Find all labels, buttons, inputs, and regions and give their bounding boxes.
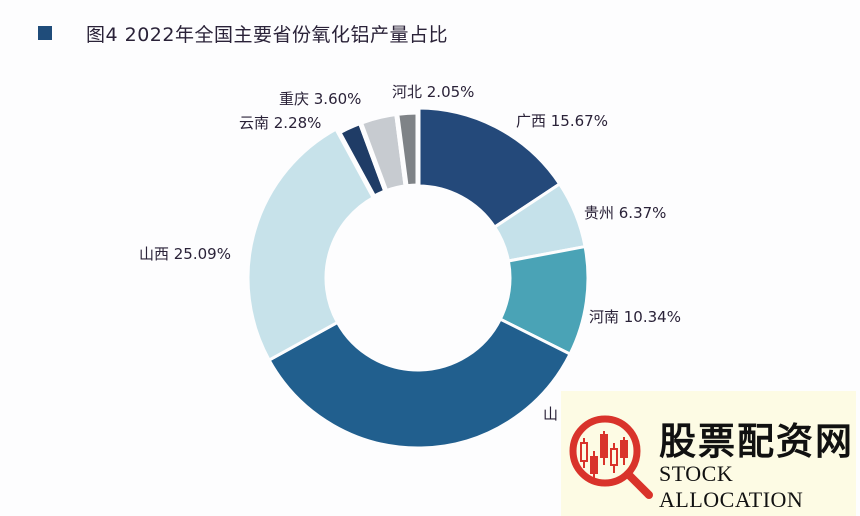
label-guangxi: 广西 15.67% xyxy=(516,112,608,130)
label-shanxi: 山西 25.09% xyxy=(139,245,231,263)
watermark-banner: 股票配资网 STOCK ALLOCATION xyxy=(561,391,856,516)
chart-title: 图4 2022年全国主要省份氧化铝产量占比 xyxy=(86,23,448,46)
label-hebei: 河北 2.05% xyxy=(392,83,475,101)
donut-slice-3 xyxy=(267,317,573,450)
watermark-en-text: STOCK ALLOCATION xyxy=(659,461,804,512)
label-guizhou: 贵州 6.37% xyxy=(584,204,667,222)
chart-title-row: 图4 2022年全国主要省份氧化铝产量占比 xyxy=(38,18,448,48)
title-marker-icon xyxy=(38,26,52,40)
label-yunnan: 云南 2.28% xyxy=(239,114,322,132)
watermark-cn-text: 股票配资网 xyxy=(659,420,854,463)
donut-slice-7 xyxy=(393,109,421,190)
label-shandong: 山 xyxy=(543,405,559,423)
donut-slice-4 xyxy=(246,126,377,363)
magnifier-candlestick-icon xyxy=(569,415,653,499)
label-chongqing: 重庆 3.60% xyxy=(279,90,362,108)
label-henan: 河南 10.34% xyxy=(589,308,681,326)
